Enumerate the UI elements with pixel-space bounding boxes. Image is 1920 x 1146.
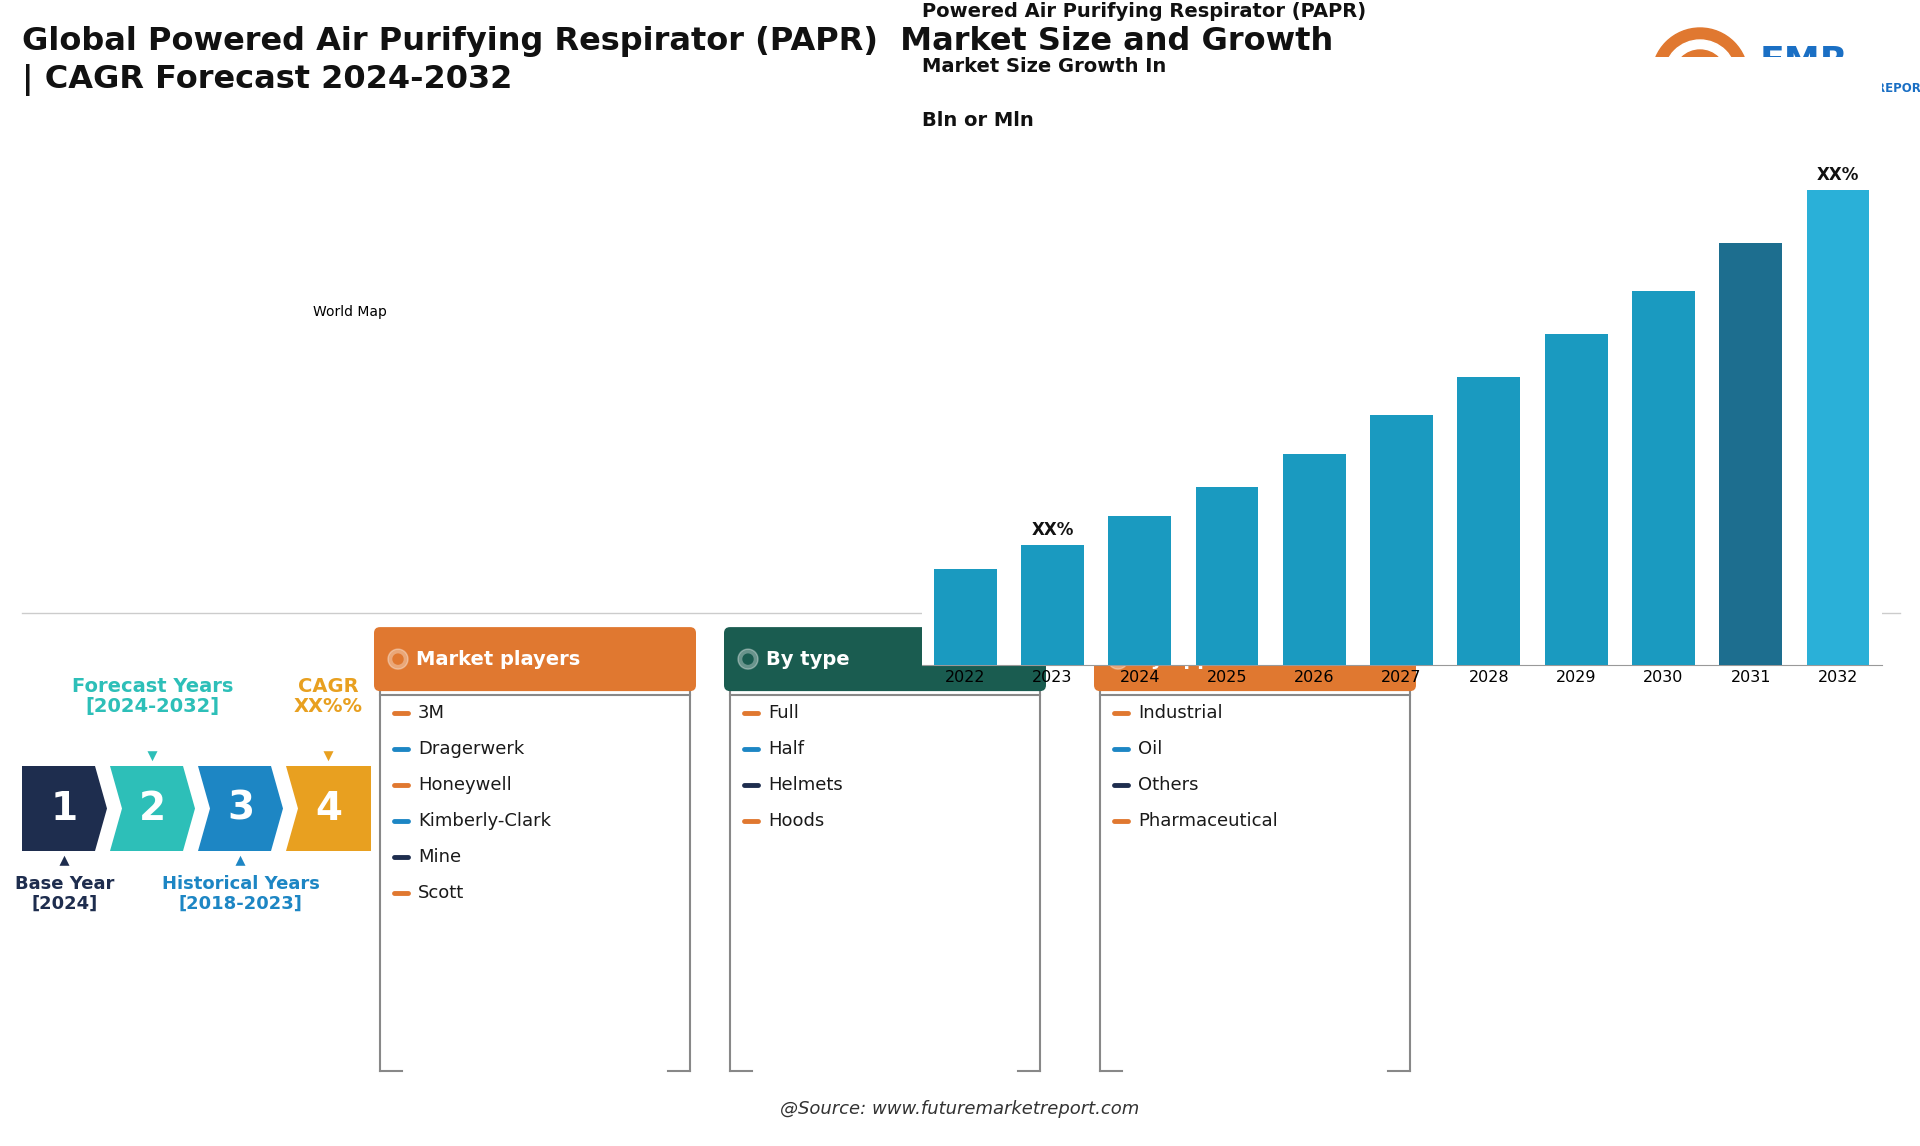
Polygon shape bbox=[21, 766, 108, 851]
Text: XX%: XX% bbox=[1816, 166, 1859, 185]
Text: Pharmaceutical: Pharmaceutical bbox=[1139, 813, 1277, 830]
Circle shape bbox=[1108, 649, 1129, 669]
Bar bbox=[1457, 377, 1521, 665]
Bar bbox=[1283, 454, 1346, 665]
Text: Oil: Oil bbox=[1139, 740, 1162, 759]
Text: World Map: World Map bbox=[313, 305, 388, 320]
Text: @Source: www.futuremarketreport.com: @Source: www.futuremarketreport.com bbox=[780, 1100, 1140, 1118]
Text: Kimberly-Clark: Kimberly-Clark bbox=[419, 813, 551, 830]
Text: Global Powered Air Purifying Respirator (PAPR)  Market Size and Growth: Global Powered Air Purifying Respirator … bbox=[21, 26, 1332, 57]
Polygon shape bbox=[286, 766, 371, 851]
Text: Bln or Mln: Bln or Mln bbox=[922, 111, 1033, 131]
Text: 4: 4 bbox=[315, 790, 342, 827]
Circle shape bbox=[1114, 654, 1123, 665]
Circle shape bbox=[1651, 28, 1747, 124]
Text: 3: 3 bbox=[227, 790, 253, 827]
Circle shape bbox=[737, 649, 758, 669]
Text: Market players: Market players bbox=[417, 650, 580, 668]
Polygon shape bbox=[198, 766, 282, 851]
FancyBboxPatch shape bbox=[724, 627, 1046, 691]
Text: Others: Others bbox=[1139, 776, 1198, 794]
Bar bbox=[1371, 416, 1432, 665]
Bar bbox=[1196, 487, 1258, 665]
Text: [2018-2023]: [2018-2023] bbox=[179, 895, 303, 913]
Text: 3M: 3M bbox=[419, 704, 445, 722]
Text: Forecast Years: Forecast Years bbox=[71, 677, 232, 696]
FancyBboxPatch shape bbox=[1094, 627, 1417, 691]
Text: Historical Years: Historical Years bbox=[161, 876, 319, 893]
Circle shape bbox=[394, 654, 403, 665]
Text: FUTURE MARKET REPORT: FUTURE MARKET REPORT bbox=[1761, 81, 1920, 94]
Text: By type: By type bbox=[766, 650, 851, 668]
Text: FMR: FMR bbox=[1761, 45, 1849, 79]
Text: Half: Half bbox=[768, 740, 804, 759]
Text: Full: Full bbox=[768, 704, 799, 722]
Text: Honeywell: Honeywell bbox=[419, 776, 513, 794]
FancyBboxPatch shape bbox=[374, 627, 695, 691]
Bar bbox=[1021, 544, 1085, 665]
Text: [2024-2032]: [2024-2032] bbox=[84, 697, 219, 716]
Text: Dragerwerk: Dragerwerk bbox=[419, 740, 524, 759]
Text: Industrial: Industrial bbox=[1139, 704, 1223, 722]
Circle shape bbox=[1665, 40, 1736, 112]
Text: Mine: Mine bbox=[419, 848, 461, 866]
Bar bbox=[1546, 333, 1607, 665]
Bar bbox=[1718, 243, 1782, 665]
Text: Powered Air Purifying Respirator (PAPR): Powered Air Purifying Respirator (PAPR) bbox=[922, 2, 1365, 21]
Circle shape bbox=[388, 649, 407, 669]
Text: Helmets: Helmets bbox=[768, 776, 843, 794]
Circle shape bbox=[743, 654, 753, 665]
Bar bbox=[1632, 291, 1695, 665]
Polygon shape bbox=[109, 766, 196, 851]
Bar bbox=[933, 568, 996, 665]
Text: 1: 1 bbox=[52, 790, 79, 827]
Text: Base Year: Base Year bbox=[15, 876, 113, 893]
Text: Hoods: Hoods bbox=[768, 813, 824, 830]
Text: CAGR: CAGR bbox=[298, 677, 359, 696]
Text: XX%: XX% bbox=[1031, 521, 1073, 539]
Text: Scott: Scott bbox=[419, 884, 465, 902]
Bar bbox=[1108, 516, 1171, 665]
Text: Market Size Growth In: Market Size Growth In bbox=[922, 56, 1165, 76]
Text: [2024]: [2024] bbox=[31, 895, 98, 913]
Text: | CAGR Forecast 2024-2032: | CAGR Forecast 2024-2032 bbox=[21, 64, 513, 96]
Text: By application: By application bbox=[1137, 650, 1292, 668]
Bar bbox=[1807, 190, 1870, 665]
Circle shape bbox=[1674, 50, 1726, 102]
Text: 2: 2 bbox=[138, 790, 165, 827]
Text: XX%%: XX%% bbox=[294, 697, 363, 716]
